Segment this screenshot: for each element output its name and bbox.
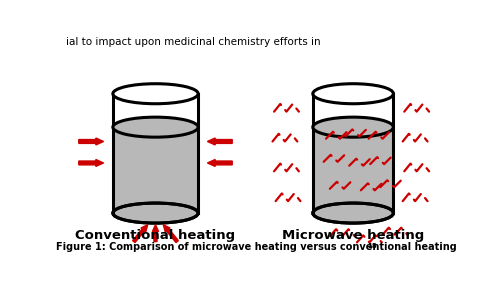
FancyArrow shape xyxy=(208,160,232,166)
Text: 18: 18 xyxy=(367,243,377,249)
Text: Conventional heating: Conventional heating xyxy=(76,228,235,242)
FancyArrow shape xyxy=(152,225,158,242)
Text: ial to impact upon medicinal chemistry efforts in: ial to impact upon medicinal chemistry e… xyxy=(66,37,320,47)
FancyArrow shape xyxy=(79,160,104,166)
Bar xyxy=(313,94,394,213)
Ellipse shape xyxy=(113,84,198,104)
FancyArrow shape xyxy=(79,138,104,145)
Bar xyxy=(114,94,198,127)
Ellipse shape xyxy=(113,117,198,137)
Text: Microwave heating: Microwave heating xyxy=(282,228,424,242)
Ellipse shape xyxy=(313,203,394,223)
Bar xyxy=(113,94,198,213)
Ellipse shape xyxy=(313,84,394,104)
Ellipse shape xyxy=(113,203,198,223)
Text: Figure 1: Comparison of microwave heating versus conventional heating: Figure 1: Comparison of microwave heatin… xyxy=(56,242,456,252)
FancyArrow shape xyxy=(163,225,178,243)
FancyArrow shape xyxy=(132,225,148,243)
Bar xyxy=(313,94,393,127)
FancyArrow shape xyxy=(208,138,232,145)
Ellipse shape xyxy=(313,117,394,137)
